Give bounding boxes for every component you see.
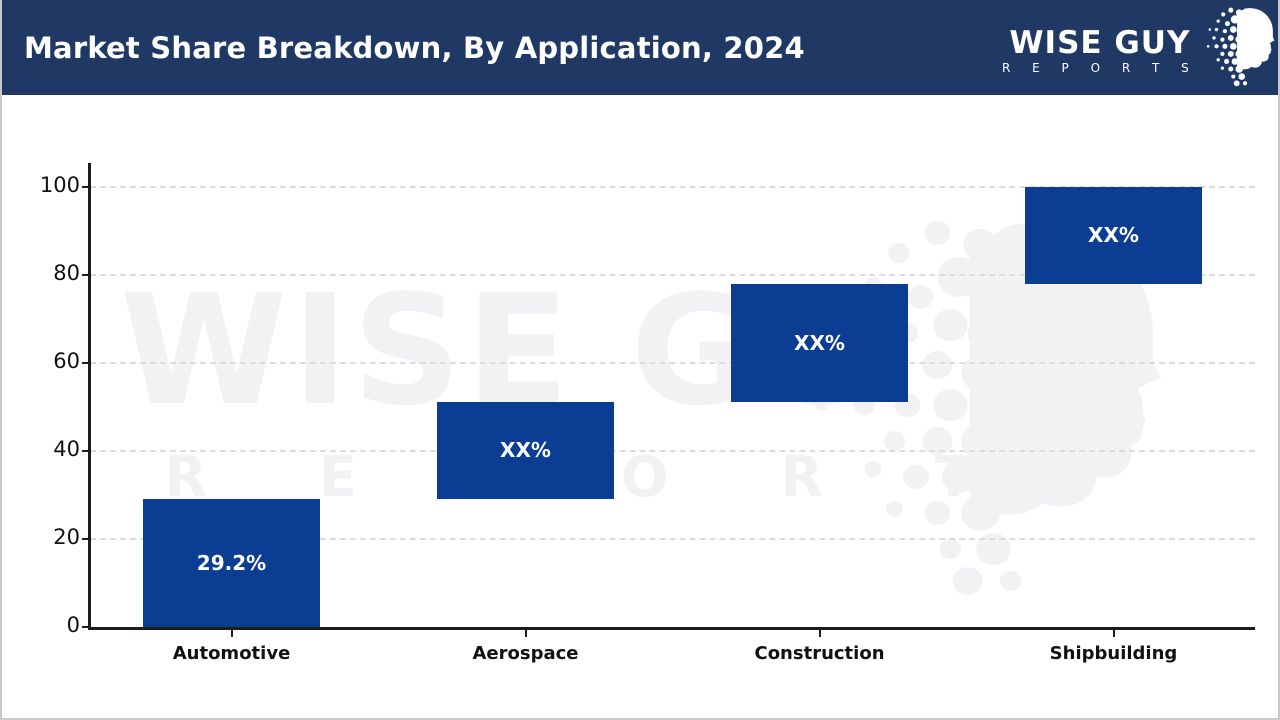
y-tick-label: 40 (53, 437, 80, 461)
y-gridline (90, 274, 1255, 276)
bar-value-label: 29.2% (196, 550, 267, 575)
y-gridline (90, 538, 1255, 540)
logo-line1: WISE GUY (1009, 24, 1191, 61)
header: Market Share Breakdown, By Application, … (2, 0, 1278, 95)
x-axis-line (88, 627, 1255, 630)
chart-area: WISE GU R E P O R T 02040608010029.2%XX%… (2, 95, 1278, 718)
x-category-label: Aerospace (472, 643, 579, 664)
y-gridline (90, 186, 1255, 188)
waterfall-bar: XX% (437, 401, 614, 499)
bar-value-label: XX% (794, 330, 845, 355)
y-tick-label: 60 (53, 349, 80, 373)
x-tick-mark (524, 629, 527, 637)
x-category-label: Shipbuilding (1049, 643, 1178, 664)
y-tick-mark (82, 626, 90, 628)
logo-face-icon (1206, 7, 1275, 87)
page-title: Market Share Breakdown, By Application, … (24, 30, 805, 65)
x-category-label: Construction (754, 643, 885, 664)
bar-value-label: XX% (500, 438, 551, 463)
waterfall-bar: 29.2% (143, 498, 320, 627)
y-tick-mark (82, 538, 90, 540)
wise-guy-logo: WISE GUY R E P O R T S (1002, 6, 1275, 90)
y-axis-line (88, 163, 91, 629)
y-gridline (90, 450, 1255, 452)
x-tick-mark (230, 629, 233, 637)
y-tick-mark (82, 450, 90, 452)
bar-value-label: XX% (1088, 223, 1139, 248)
y-tick-mark (82, 362, 90, 364)
y-tick-label: 0 (66, 613, 80, 637)
y-tick-label: 20 (53, 525, 80, 549)
x-tick-mark (1112, 629, 1115, 637)
x-category-label: Automotive (172, 643, 291, 664)
logo-wordmark: WISE GUY R E P O R T S (1002, 27, 1198, 76)
y-tick-mark (82, 186, 90, 188)
y-gridline (90, 362, 1255, 364)
y-tick-label: 80 (53, 261, 80, 285)
waterfall-bar: XX% (731, 283, 908, 402)
x-tick-mark (818, 629, 821, 637)
y-tick-mark (82, 274, 90, 276)
logo-line2: R E P O R T S (1002, 61, 1198, 76)
y-tick-label: 100 (39, 173, 80, 197)
waterfall-bar: XX% (1025, 187, 1202, 284)
